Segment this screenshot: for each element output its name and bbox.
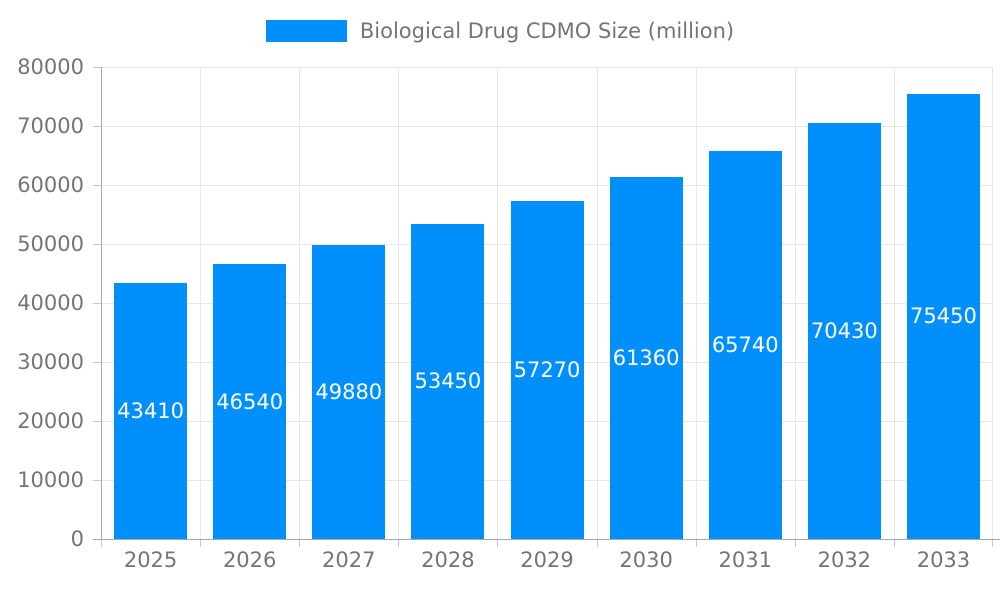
y-axis-tick-label: 0 [70, 527, 84, 551]
y-axis-tick-label: 30000 [17, 350, 84, 374]
y-axis-line [101, 67, 102, 539]
x-axis-tick-label: 2029 [520, 548, 574, 572]
y-axis-tick-label: 60000 [17, 173, 84, 197]
x-axis-tick-label: 2030 [619, 548, 673, 572]
bar-2027[interactable]: 49880 [312, 244, 386, 539]
x-axis-tick-label: 2033 [916, 548, 971, 572]
y-axis-tick [93, 244, 101, 245]
bar-value-label: 57270 [513, 358, 581, 383]
y-axis-tick [93, 185, 101, 186]
x-axis-tick-label: 2026 [222, 548, 277, 572]
bar-value-label: 43410 [117, 398, 184, 423]
legend-label: Biological Drug CDMO Size (million) [359, 19, 735, 43]
gridline-vertical [894, 67, 895, 539]
y-axis-tick-label: 50000 [17, 232, 84, 256]
x-axis-tick [101, 539, 102, 547]
x-axis-tick [299, 539, 300, 547]
bar-value-label: 75450 [910, 304, 977, 329]
gridline-vertical [299, 67, 300, 539]
y-axis-tick-label: 10000 [17, 468, 84, 492]
x-axis-tick [696, 539, 697, 547]
gridline-horizontal [101, 185, 993, 186]
x-axis-tick [894, 539, 895, 547]
bar-2033[interactable]: 75450 [906, 93, 980, 539]
legend-item[interactable]: Biological Drug CDMO Size (million) [265, 19, 735, 43]
gridline-vertical [696, 67, 697, 539]
gridline-vertical [795, 67, 796, 539]
bar-value-label: 70430 [810, 319, 878, 344]
y-axis-tick [93, 67, 101, 68]
bar-value-label: 61360 [612, 345, 680, 370]
x-axis-tick [795, 539, 796, 547]
gridline-horizontal [101, 126, 993, 127]
bar-2026[interactable]: 46540 [213, 264, 287, 539]
bar-value-label: 46540 [216, 389, 284, 414]
bar-2031[interactable]: 65740 [708, 151, 782, 539]
gridline-vertical [200, 67, 201, 539]
y-axis-tick-label: 20000 [17, 409, 84, 433]
bar-2030[interactable]: 61360 [609, 176, 683, 539]
y-axis-tick-label: 40000 [17, 291, 84, 315]
x-axis-tick [398, 539, 399, 547]
bar-2028[interactable]: 53450 [411, 223, 485, 539]
y-axis-tick [93, 362, 101, 363]
bar-value-label: 65740 [711, 333, 779, 358]
y-axis-tick [93, 303, 101, 304]
bar-2032[interactable]: 70430 [807, 123, 881, 539]
legend-swatch-icon [265, 20, 347, 42]
x-axis-tick-label: 2027 [322, 548, 376, 572]
bar-2025[interactable]: 43410 [114, 282, 188, 539]
y-axis-tick-label: 70000 [17, 114, 84, 138]
y-axis-tick [93, 480, 101, 481]
y-axis-tick [93, 421, 101, 422]
x-axis-tick-label: 2028 [421, 548, 475, 572]
legend: Biological Drug CDMO Size (million) [0, 20, 1000, 42]
bar-2029[interactable]: 57270 [510, 201, 584, 539]
gridline-horizontal [101, 67, 993, 68]
gridline-vertical [597, 67, 598, 539]
x-axis-tick [597, 539, 598, 547]
x-axis-tick-label: 2032 [817, 548, 872, 572]
x-axis-line [93, 539, 1000, 540]
gridline-vertical [497, 67, 498, 539]
y-axis-tick [93, 126, 101, 127]
bar-value-label: 53450 [414, 369, 482, 394]
x-axis-tick [497, 539, 498, 547]
gridline-vertical [398, 67, 399, 539]
x-axis-tick [992, 539, 993, 547]
x-axis-tick-label: 2031 [718, 548, 772, 572]
x-axis-tick [200, 539, 201, 547]
x-axis-tick-label: 2025 [123, 548, 178, 572]
gridline-vertical [992, 67, 993, 539]
y-axis-tick-label: 80000 [17, 55, 84, 79]
bar-value-label: 49880 [315, 379, 383, 404]
